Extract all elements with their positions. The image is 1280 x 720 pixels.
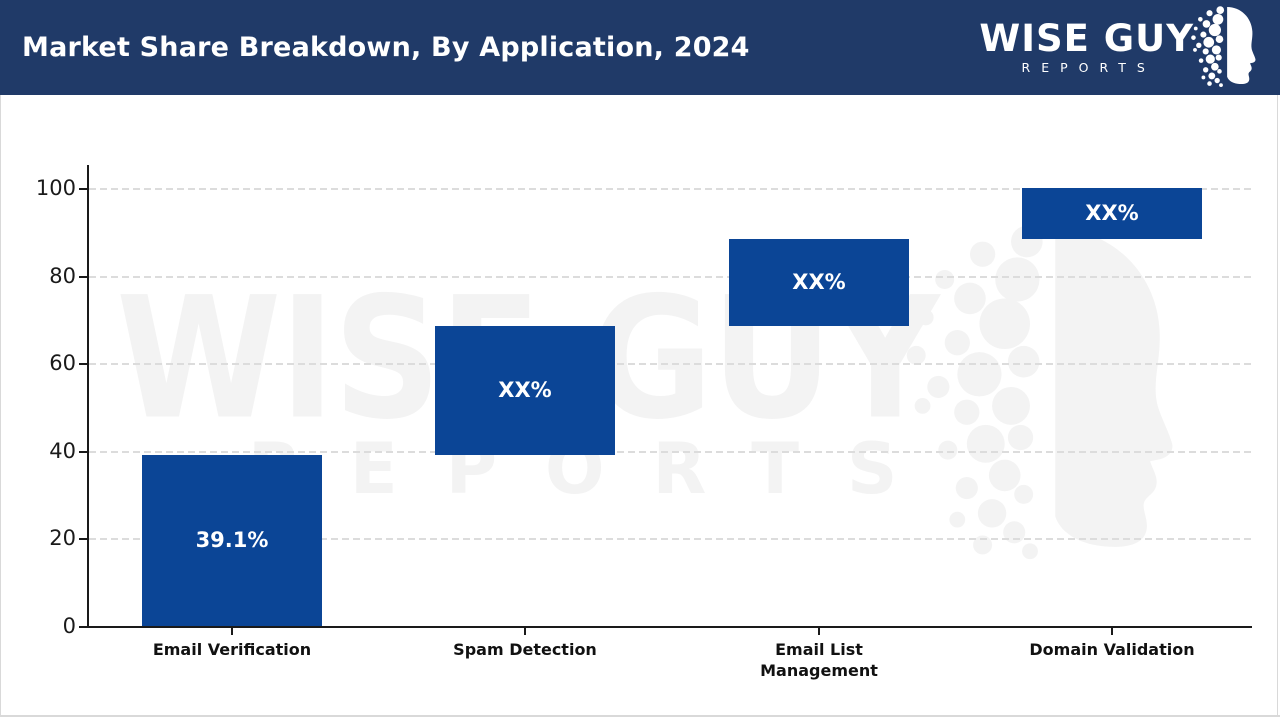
y-tick-mark [79,450,87,453]
bar-value-label: XX% [498,378,552,403]
canvas-border-right [1277,95,1278,716]
category-label: Domain Validation [1029,640,1195,659]
category-label: Email List Management [760,640,878,680]
y-axis-line [87,165,89,627]
y-tick-mark [79,188,87,190]
bar: XX% [729,238,909,326]
y-tick-mark [79,275,87,278]
y-tick-mark [79,538,87,541]
bar-value-label: XX% [792,270,846,295]
logo-subtext: REPORTS [1021,60,1156,75]
gridline [89,450,1252,453]
y-tick-label: 60 [49,351,76,376]
category-label: Email Verification [152,640,312,659]
x-tick-mark [524,628,526,635]
x-tick-mark [231,628,233,635]
bar: 39.1% [142,454,322,626]
y-tick-mark [79,626,87,628]
bar-value-label: 39.1% [195,528,269,553]
y-tick-mark [79,363,87,366]
y-tick-label: 0 [62,614,76,638]
brand-logo: WISE GUY REPORTS [979,4,1262,92]
gridline [89,188,1252,190]
gridline [89,275,1252,278]
brand-logo-text: WISE GUY REPORTS [979,20,1194,75]
y-tick-label: 100 [35,176,76,200]
canvas-border-left [0,95,1,716]
gridline [89,538,1252,541]
logo-wordmark: WISE GUY [979,17,1194,60]
logo-head-icon [1180,4,1262,92]
bar: XX% [1022,188,1202,239]
bar-value-label: XX% [1085,201,1139,226]
y-tick-label: 20 [49,526,76,551]
x-tick-mark [1111,628,1113,635]
x-tick-mark [818,628,820,635]
page-title: Market Share Breakdown, By Application, … [22,32,750,63]
gridline [89,363,1252,366]
bar: XX% [435,325,615,455]
y-tick-label: 80 [49,263,76,288]
header: Market Share Breakdown, By Application, … [0,0,1280,95]
watermark-head-icon [872,216,1188,580]
category-label: Spam Detection [453,640,597,659]
canvas-border-bottom [0,715,1280,717]
x-axis-line [87,626,1252,628]
y-tick-label: 40 [49,438,76,463]
